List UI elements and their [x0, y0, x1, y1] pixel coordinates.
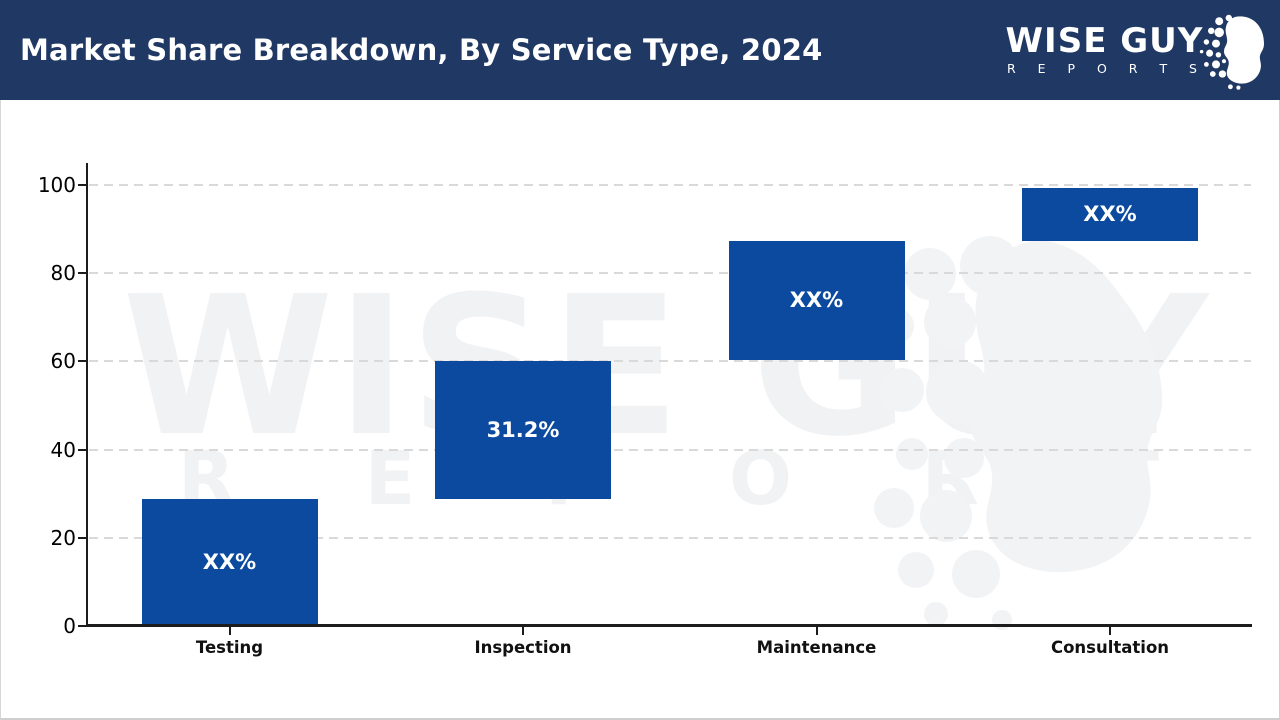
y-tick-label-0: 0	[63, 614, 76, 638]
x-axis-spine	[86, 624, 1252, 627]
x-tick-consultation	[1109, 627, 1111, 635]
logo-text: WISE GUY R E P O R T S	[1003, 21, 1206, 76]
wise-guy-head-icon	[1199, 14, 1264, 90]
x-tick-maintenance	[815, 627, 818, 635]
y-tick-100	[78, 184, 86, 186]
wise-guy-logo: WISE GUY R E P O R T S	[1003, 10, 1272, 90]
y-tick-60	[78, 360, 86, 363]
y-tick-20	[78, 536, 86, 539]
bar-inspection: 31.2%	[435, 361, 611, 499]
logo-wordmark: WISE GUY	[1005, 21, 1204, 62]
gridline-80	[89, 272, 1251, 275]
bar-maintenance: XX%	[728, 241, 905, 360]
y-axis-spine	[86, 163, 88, 627]
bar-value-label-maintenance: XX%	[789, 288, 844, 313]
y-tick-label-40: 40	[50, 437, 76, 462]
y-tick-label-80: 80	[50, 261, 76, 286]
bar-value-label-consultation: XX%	[1083, 202, 1137, 227]
gridline-40	[89, 448, 1251, 451]
gridline-60	[89, 360, 1251, 363]
y-tick-80	[78, 272, 86, 275]
gridline-100	[89, 184, 1251, 186]
logo-subtitle: R E P O R T S	[1006, 60, 1206, 76]
bar-value-label-testing: XX%	[202, 549, 257, 574]
x-tick-testing	[228, 627, 231, 635]
y-tick-0	[78, 625, 86, 627]
x-category-label-inspection: Inspection	[474, 638, 572, 657]
y-tick-label-20: 20	[50, 525, 76, 550]
x-category-label-consultation: Consultation	[1050, 638, 1170, 657]
bar-testing: XX%	[141, 498, 318, 626]
x-tick-inspection	[522, 627, 524, 635]
y-tick-label-100: 100	[37, 173, 76, 197]
y-tick-40	[78, 448, 86, 451]
gridline-20	[89, 536, 1251, 539]
x-category-label-testing: Testing	[195, 638, 264, 657]
y-tick-label-60: 60	[50, 349, 76, 374]
bar-consultation: XX%	[1022, 187, 1198, 242]
page-title: Market Share Breakdown, By Service Type,…	[20, 33, 823, 67]
watermark-head-icon	[874, 236, 1163, 630]
x-category-label-maintenance: Maintenance	[756, 638, 877, 657]
bar-value-label-inspection: 31.2%	[486, 417, 560, 442]
header-bar: Market Share Breakdown, By Service Type,…	[0, 0, 1280, 100]
